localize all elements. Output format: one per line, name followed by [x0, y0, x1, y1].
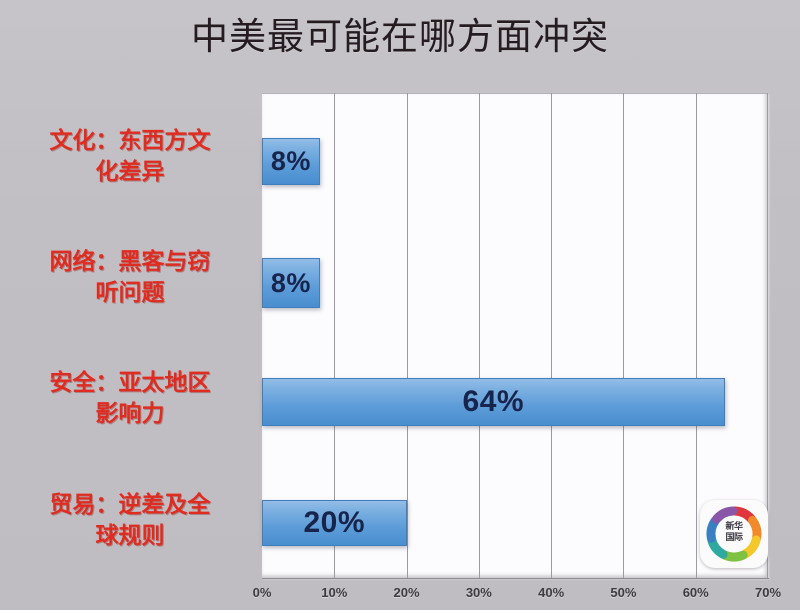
gridline — [551, 93, 553, 578]
category-label-trade: 贸易：逆差及全 球规则 — [6, 489, 254, 551]
bar: 8% — [262, 258, 320, 308]
bar: 8% — [262, 138, 320, 185]
bar-value-label: 20% — [303, 506, 366, 539]
plot-area: 8% 8% 64% 20% — [262, 93, 768, 578]
x-tick-label: 70% — [754, 585, 782, 600]
color-ring-icon — [706, 506, 762, 562]
gridline — [334, 93, 336, 578]
category-label-security: 安全：亚太地区 影响力 — [6, 367, 254, 429]
category-label-culture: 文化：东西方文 化差异 — [6, 125, 254, 187]
x-tick-label: 20% — [393, 585, 420, 600]
x-tick-label: 0% — [252, 585, 272, 600]
ring-segment — [720, 550, 748, 562]
category-label-line: 安全：亚太地区 — [49, 369, 211, 395]
x-tick-label: 60% — [682, 585, 709, 600]
xinhua-international-logo: 新华 国际 — [700, 500, 768, 568]
gridline — [406, 93, 408, 578]
bar: 20% — [262, 500, 407, 546]
category-label-line: 听问题 — [95, 279, 165, 305]
watermark-text: 新华 国际 — [700, 521, 768, 543]
category-label-line: 贸易：逆差及全 — [49, 491, 211, 517]
category-label-cyber: 网络：黑客与窃 听问题 — [6, 246, 254, 308]
bar-value-label: 8% — [270, 267, 311, 298]
category-label-line: 文化：东西方文 — [49, 127, 211, 153]
category-label-line: 网络：黑客与窃 — [49, 248, 211, 274]
bar-value-label: 64% — [462, 385, 525, 418]
bar-value-label: 8% — [270, 146, 311, 176]
watermark-line1: 新华 — [725, 521, 743, 531]
category-label-line: 化差异 — [95, 158, 165, 184]
plot-top-border — [262, 93, 768, 94]
gridline — [478, 93, 480, 578]
x-tick-label: 30% — [465, 585, 492, 600]
x-tick-label: 40% — [538, 585, 565, 600]
x-tick-label: 10% — [321, 585, 348, 600]
gridline — [695, 93, 697, 578]
x-tick-label: 50% — [610, 585, 637, 600]
gridline — [623, 93, 625, 578]
x-axis-line — [262, 578, 769, 579]
category-label-line: 球规则 — [95, 522, 165, 548]
bar: 64% — [262, 378, 725, 426]
plot-right-border — [767, 93, 768, 578]
watermark-line2: 国际 — [725, 532, 743, 542]
category-label-line: 影响力 — [95, 400, 165, 426]
ring-segment — [712, 506, 738, 524]
chart-title: 中美最可能在哪方面冲突 — [191, 16, 609, 57]
